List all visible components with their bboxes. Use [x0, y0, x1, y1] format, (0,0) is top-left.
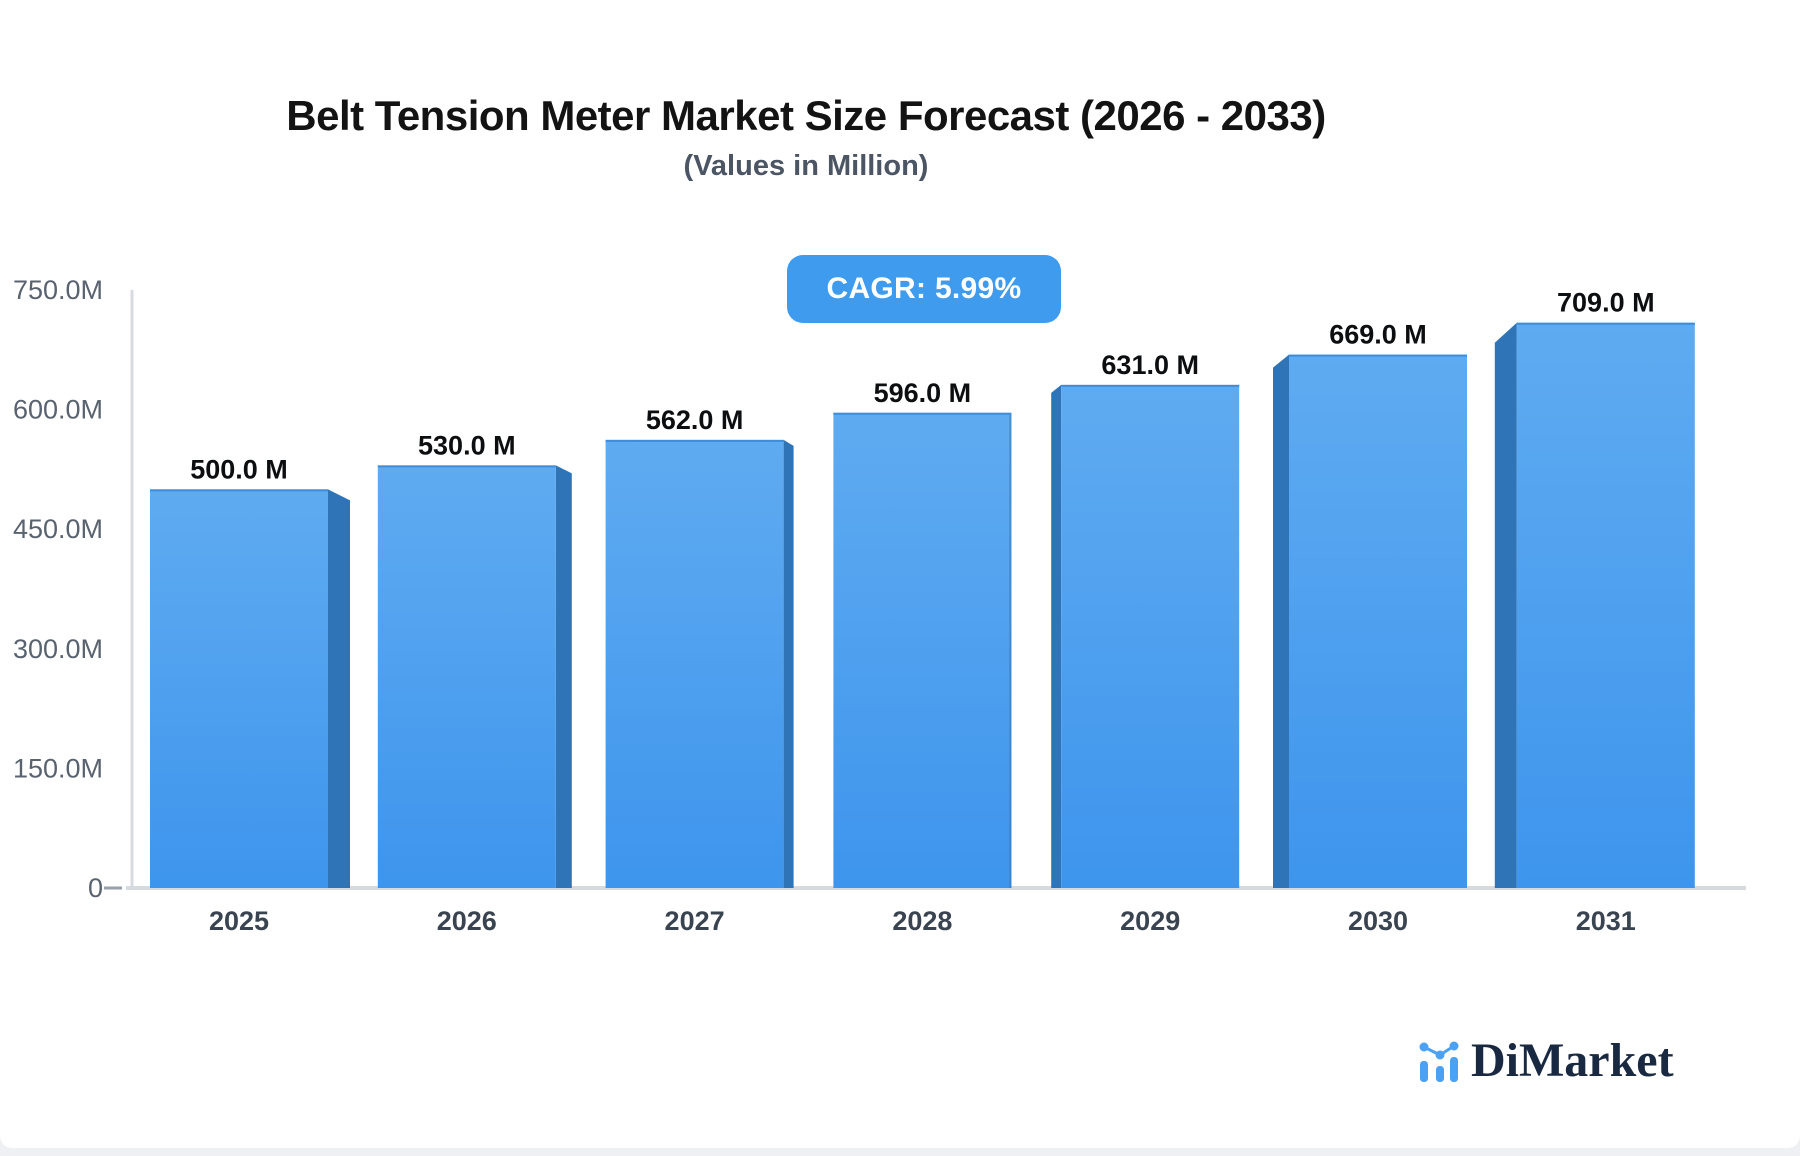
bar-side-face [328, 489, 350, 888]
cagr-badge: CAGR: 5.99% [787, 255, 1061, 323]
y-tick-label: 750.0M [13, 275, 103, 305]
bar-value-label: 669.0 M [1329, 320, 1427, 350]
bar-side-face [783, 439, 794, 888]
logo-icon-dot [1435, 1050, 1445, 1060]
bar-2026 [377, 465, 556, 888]
bar-value-label: 500.0 M [190, 454, 288, 484]
y-tick-label: 450.0M [13, 514, 103, 544]
y-tick-label: 150.0M [13, 753, 103, 783]
bar-value-label: 596.0 M [874, 378, 972, 408]
bar-side-face [555, 465, 572, 888]
bar-2025 [150, 489, 328, 888]
y-tick-label: 0 [88, 873, 103, 903]
bar-side-face [1494, 322, 1517, 888]
logo-icon-bar [1436, 1066, 1444, 1082]
x-tick-label: 2030 [1348, 906, 1408, 936]
logo-icon-bar [1420, 1061, 1428, 1082]
logo-icon-dot [1449, 1041, 1459, 1051]
logo-icon-bar [1450, 1057, 1458, 1082]
logo: DiMarket [1416, 1033, 1674, 1087]
bar-2029 [1061, 384, 1240, 888]
bar-value-label: 631.0 M [1101, 350, 1199, 380]
logo-icon [1419, 1041, 1459, 1082]
bar-value-label: 562.0 M [646, 405, 744, 435]
x-tick-label: 2025 [209, 906, 269, 936]
bar-2028 [833, 412, 1012, 888]
x-tick-label: 2029 [1120, 906, 1180, 936]
bar-value-label: 530.0 M [418, 430, 516, 460]
y-tick-label: 600.0M [13, 395, 103, 425]
cagr-badge-label: CAGR: 5.99% [826, 272, 1022, 305]
bar-2027 [605, 439, 784, 888]
bar-value-label: 709.0 M [1557, 288, 1655, 318]
chart-subtitle: (Values in Million) [683, 150, 929, 182]
x-tick-label: 2026 [437, 906, 497, 936]
y-tick-label: 300.0M [13, 634, 103, 664]
bar-side-face [1051, 384, 1062, 888]
x-tick-label: 2027 [665, 906, 725, 936]
bar-2031 [1516, 322, 1695, 888]
logo-icon-dot [1419, 1042, 1429, 1052]
logo-text: DiMarket [1471, 1033, 1674, 1087]
chart-title: Belt Tension Meter Market Size Forecast … [286, 92, 1326, 139]
bar-side-face [1273, 354, 1289, 889]
bar-2030 [1289, 354, 1467, 889]
x-tick-label: 2028 [892, 906, 952, 936]
x-tick-label: 2031 [1576, 906, 1636, 936]
